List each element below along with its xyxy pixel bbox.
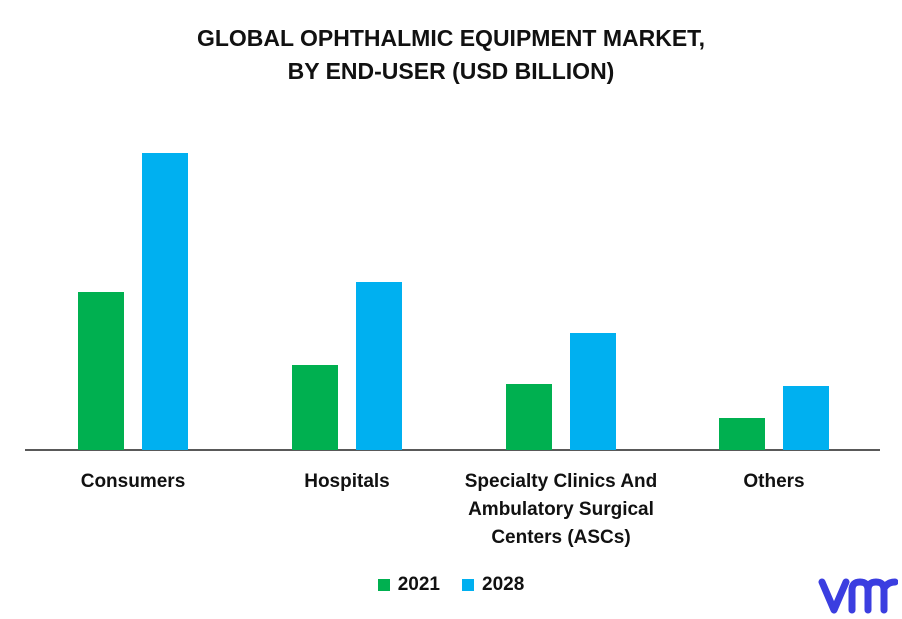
chart-title: GLOBAL OPHTHALMIC EQUIPMENT MARKET, BY E… [0, 22, 902, 88]
bar-2021-1 [292, 365, 338, 450]
bar-2028-2 [570, 333, 616, 450]
legend-swatch-2021 [377, 579, 390, 591]
bar-2021-0 [78, 292, 124, 450]
category-label-1-line-0: Hospitals [304, 471, 390, 492]
bar-2028-3 [783, 386, 829, 450]
vmr-logo-icon [818, 578, 898, 614]
legend-swatch-2028 [462, 579, 474, 591]
category-label-2-line-1: Ambulatory Surgical [468, 499, 654, 520]
bar-2028-1 [356, 282, 402, 450]
category-label-2-line-0: Specialty Clinics And [465, 471, 658, 492]
title-line-2: BY END-USER (USD BILLION) [287, 58, 615, 84]
category-label-2-line-2: Centers (ASCs) [491, 527, 630, 548]
legend-item-2028: 2028 [462, 574, 524, 596]
legend-label-2021: 2021 [397, 574, 440, 595]
category-label-0-line-0: Consumers [81, 471, 186, 492]
bar-2021-2 [506, 384, 552, 450]
legend-item-2021: 2021 [377, 574, 440, 596]
bar-2021-3 [719, 418, 765, 450]
legend-label-2028: 2028 [482, 574, 525, 595]
category-label-3-line-0: Others [743, 471, 804, 492]
legend: 2021 2028 [0, 574, 902, 596]
title-line-1: GLOBAL OPHTHALMIC EQUIPMENT MARKET, [196, 25, 706, 51]
bar-chart: Consumers Hospitals Specialty Clinics And A… [25, 153, 880, 548]
bar-2028-0 [142, 153, 188, 450]
